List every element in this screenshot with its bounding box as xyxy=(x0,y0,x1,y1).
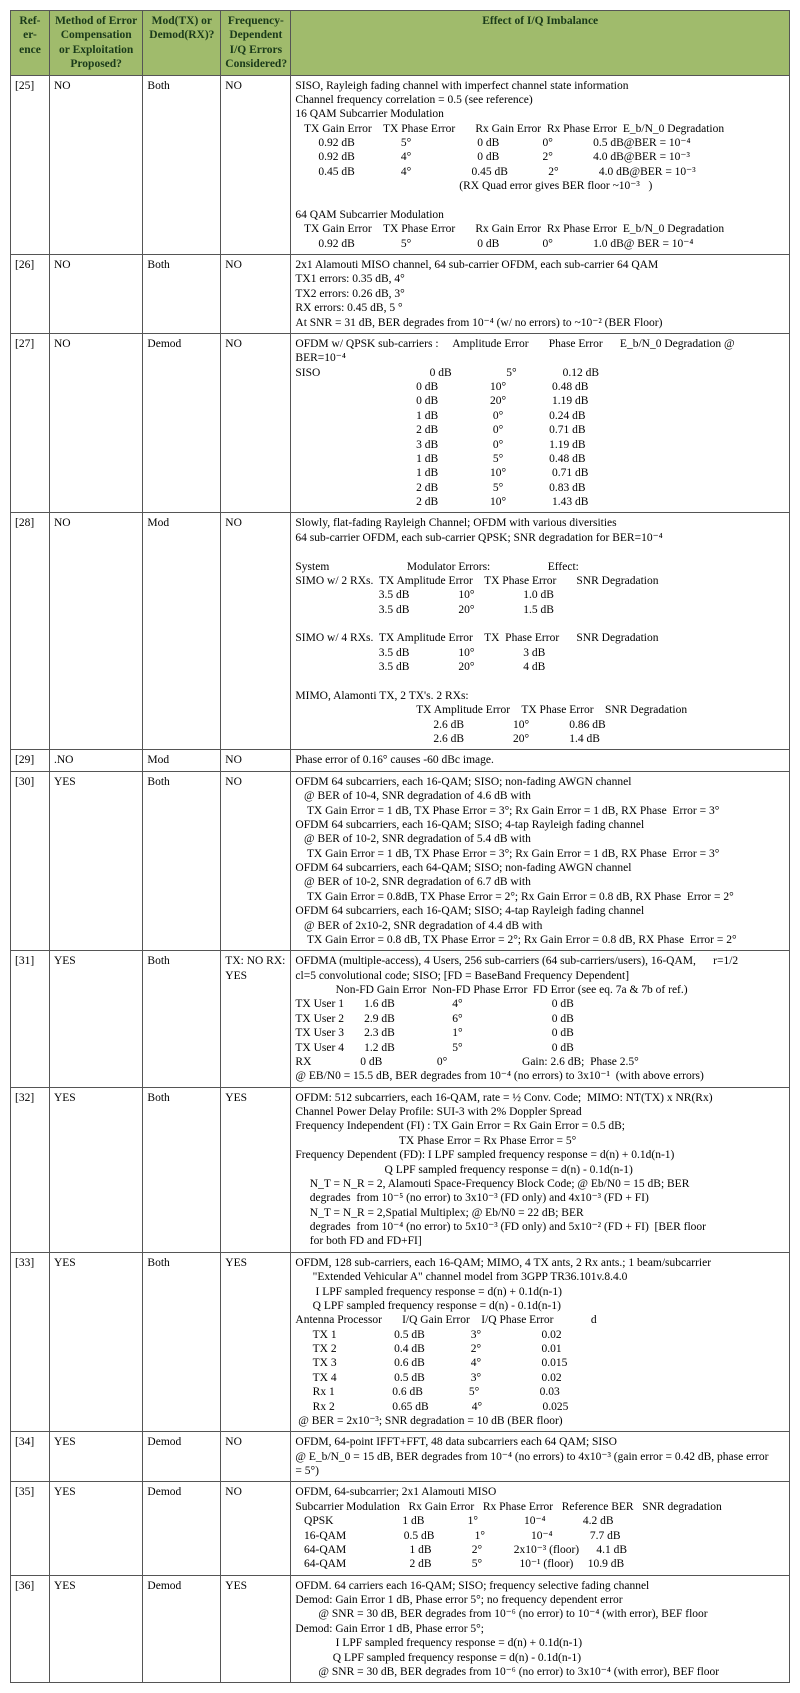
freq-cell: YES xyxy=(221,1087,291,1252)
method-cell: NO xyxy=(49,513,142,750)
ref-cell: [25] xyxy=(11,75,50,255)
table-row: [32]YESBothYESOFDM: 512 subcarriers, eac… xyxy=(11,1087,790,1252)
freq-cell: YES xyxy=(221,1575,291,1683)
table-row: [35]YESDemodNOOFDM, 64-subcarrier; 2x1 A… xyxy=(11,1482,790,1575)
header-row: Ref-er-ence Method of Error Compensation… xyxy=(11,11,790,76)
freq-cell: NO xyxy=(221,333,291,513)
effect-cell: OFDM, 64-point IFFT+FFT, 48 data subcarr… xyxy=(291,1432,790,1482)
method-cell: NO xyxy=(49,255,142,334)
table-row: [29].NOModNOPhase error of 0.16° causes … xyxy=(11,750,790,771)
table-row: [30]YESBothNOOFDM 64 subcarriers, each 1… xyxy=(11,771,790,951)
iq-imbalance-table: Ref-er-ence Method of Error Compensation… xyxy=(10,10,790,1683)
table-row: [26]NOBothNO2x1 Alamouti MISO channel, 6… xyxy=(11,255,790,334)
ref-cell: [33] xyxy=(11,1252,50,1432)
ref-cell: [32] xyxy=(11,1087,50,1252)
method-cell: NO xyxy=(49,333,142,513)
table-row: [33]YESBothYESOFDM, 128 sub-carriers, ea… xyxy=(11,1252,790,1432)
table-row: [34]YESDemodNOOFDM, 64-point IFFT+FFT, 4… xyxy=(11,1432,790,1482)
ref-cell: [35] xyxy=(11,1482,50,1575)
freq-cell: NO xyxy=(221,255,291,334)
effect-cell: SISO, Rayleigh fading channel with imper… xyxy=(291,75,790,255)
header-freq: Frequency-Dependent I/Q Errors Considere… xyxy=(221,11,291,76)
mod-cell: Both xyxy=(143,771,221,951)
effect-cell: OFDM w/ QPSK sub-carriers : Amplitude Er… xyxy=(291,333,790,513)
header-method: Method of Error Compensation or Exploita… xyxy=(49,11,142,76)
freq-cell: NO xyxy=(221,75,291,255)
freq-cell: TX: NO RX: YES xyxy=(221,951,291,1087)
effect-cell: 2x1 Alamouti MISO channel, 64 sub-carrie… xyxy=(291,255,790,334)
effect-cell: OFDM. 64 carriers each 16-QAM; SISO; fre… xyxy=(291,1575,790,1683)
table-row: [36]YESDemodYESOFDM. 64 carriers each 16… xyxy=(11,1575,790,1683)
ref-cell: [30] xyxy=(11,771,50,951)
mod-cell: Both xyxy=(143,255,221,334)
effect-cell: Phase error of 0.16° causes -60 dBc imag… xyxy=(291,750,790,771)
table-row: [27]NODemodNOOFDM w/ QPSK sub-carriers :… xyxy=(11,333,790,513)
mod-cell: Demod xyxy=(143,1482,221,1575)
effect-cell: OFDM: 512 subcarriers, each 16-QAM, rate… xyxy=(291,1087,790,1252)
method-cell: YES xyxy=(49,1482,142,1575)
method-cell: NO xyxy=(49,75,142,255)
ref-cell: [34] xyxy=(11,1432,50,1482)
freq-cell: NO xyxy=(221,750,291,771)
mod-cell: Demod xyxy=(143,333,221,513)
effect-cell: OFDM, 64-subcarrier; 2x1 Alamouti MISO S… xyxy=(291,1482,790,1575)
method-cell: YES xyxy=(49,951,142,1087)
method-cell: YES xyxy=(49,1575,142,1683)
effect-cell: OFDM 64 subcarriers, each 16-QAM; SISO; … xyxy=(291,771,790,951)
freq-cell: NO xyxy=(221,1482,291,1575)
ref-cell: [27] xyxy=(11,333,50,513)
effect-cell: OFDMA (multiple-access), 4 Users, 256 su… xyxy=(291,951,790,1087)
mod-cell: Demod xyxy=(143,1432,221,1482)
method-cell: YES xyxy=(49,771,142,951)
header-reference: Ref-er-ence xyxy=(11,11,50,76)
mod-cell: Both xyxy=(143,75,221,255)
ref-cell: [36] xyxy=(11,1575,50,1683)
ref-cell: [29] xyxy=(11,750,50,771)
method-cell: .NO xyxy=(49,750,142,771)
freq-cell: NO xyxy=(221,1432,291,1482)
method-cell: YES xyxy=(49,1252,142,1432)
ref-cell: [28] xyxy=(11,513,50,750)
mod-cell: Both xyxy=(143,951,221,1087)
header-effect: Effect of I/Q Imbalance xyxy=(291,11,790,76)
table-row: [31]YESBothTX: NO RX: YESOFDMA (multiple… xyxy=(11,951,790,1087)
mod-cell: Both xyxy=(143,1252,221,1432)
header-mod: Mod(TX) or Demod(RX)? xyxy=(143,11,221,76)
freq-cell: YES xyxy=(221,1252,291,1432)
freq-cell: NO xyxy=(221,513,291,750)
table-row: [28]NOModNOSlowly, flat-fading Rayleigh … xyxy=(11,513,790,750)
method-cell: YES xyxy=(49,1432,142,1482)
ref-cell: [26] xyxy=(11,255,50,334)
table-row: [25]NOBothNOSISO, Rayleigh fading channe… xyxy=(11,75,790,255)
freq-cell: NO xyxy=(221,771,291,951)
ref-cell: [31] xyxy=(11,951,50,1087)
mod-cell: Mod xyxy=(143,750,221,771)
effect-cell: OFDM, 128 sub-carriers, each 16-QAM; MIM… xyxy=(291,1252,790,1432)
mod-cell: Mod xyxy=(143,513,221,750)
mod-cell: Both xyxy=(143,1087,221,1252)
mod-cell: Demod xyxy=(143,1575,221,1683)
method-cell: YES xyxy=(49,1087,142,1252)
effect-cell: Slowly, flat-fading Rayleigh Channel; OF… xyxy=(291,513,790,750)
